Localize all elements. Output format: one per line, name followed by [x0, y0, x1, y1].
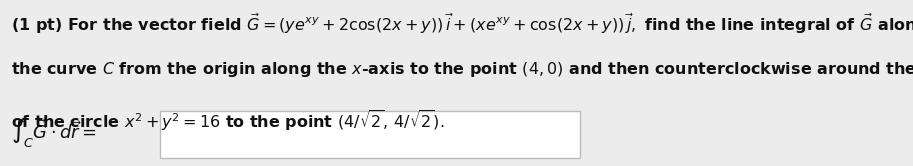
FancyBboxPatch shape [160, 111, 580, 158]
Text: (1 pt) For the vector field $\vec{G} = (ye^{xy} + 2\cos(2x + y))\,\vec{i} + (xe^: (1 pt) For the vector field $\vec{G} = (… [11, 12, 913, 36]
Text: of the circle $x^2 + y^2 = 16$ to the point $(4/\sqrt{2},\, 4/\sqrt{2}).$: of the circle $x^2 + y^2 = 16$ to the po… [11, 108, 445, 133]
Text: $\int_C \vec{G} \cdot d\vec{r} =$: $\int_C \vec{G} \cdot d\vec{r} =$ [11, 117, 97, 149]
Text: the curve $C$ from the origin along the $x$-axis to the point $(4, 0)$ and then : the curve $C$ from the origin along the … [11, 60, 913, 79]
